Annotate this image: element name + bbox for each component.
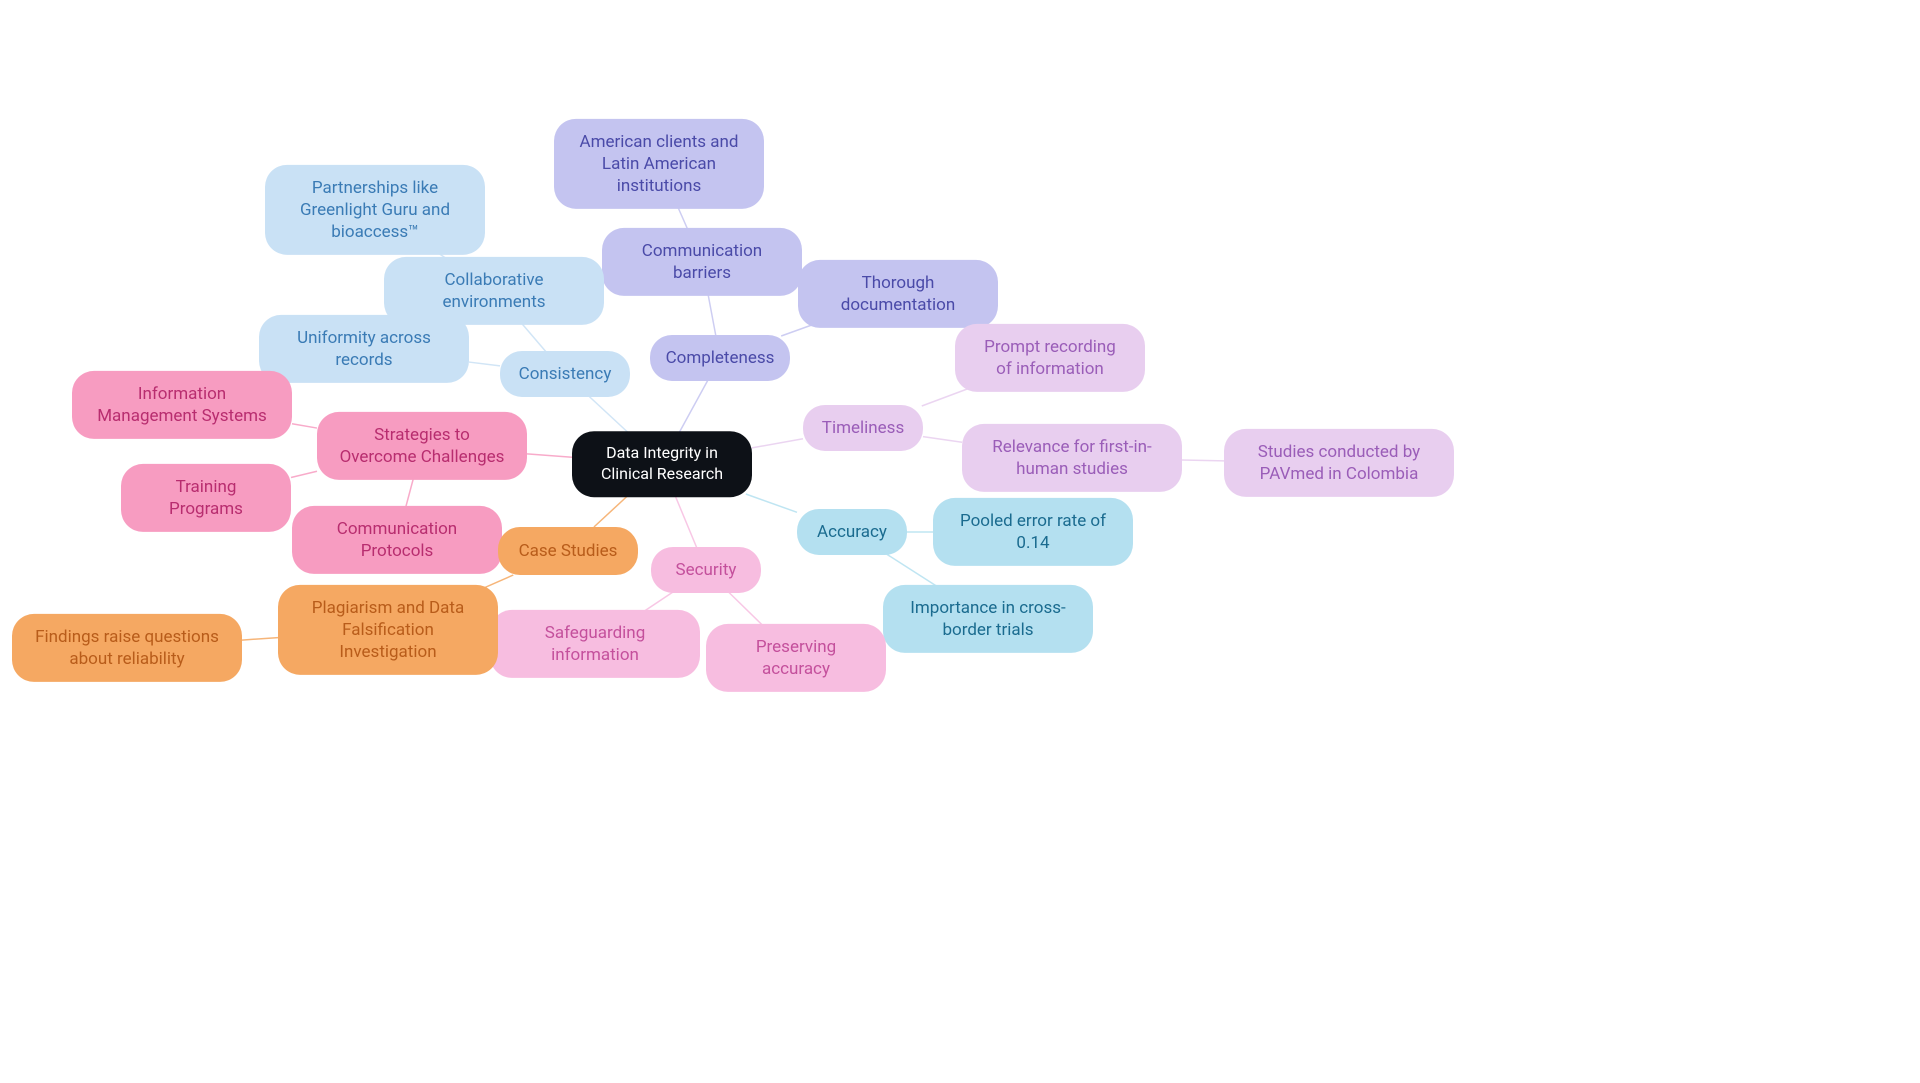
mindmap-node-timeliness: Timeliness: [803, 405, 923, 451]
mindmap-node-cases: Case Studies: [498, 527, 638, 575]
edge: [469, 362, 500, 366]
mindmap-node-strat_comm: Communication Protocols: [292, 506, 502, 574]
node-label: Pooled error rate of 0.14: [953, 510, 1113, 554]
node-label: Timeliness: [822, 417, 904, 439]
node-label: Studies conducted by PAVmed in Colombia: [1244, 441, 1434, 485]
edge: [674, 494, 696, 548]
node-label: Collaborative environments: [404, 269, 584, 313]
node-label: Training Programs: [141, 476, 271, 520]
mindmap-node-strat_train: Training Programs: [121, 464, 291, 532]
edge: [678, 380, 708, 434]
mindmap-node-comp_comm: Communication barriers: [602, 228, 802, 296]
mindmap-node-strat_info: Information Management Systems: [72, 371, 292, 439]
mindmap-node-accuracy: Accuracy: [797, 509, 907, 555]
edge: [589, 396, 630, 434]
mindmap-node-sec_pres: Preserving accuracy: [706, 624, 886, 692]
edge: [923, 437, 962, 443]
mindmap-node-consistency: Consistency: [500, 351, 630, 397]
node-label: Thorough documentation: [818, 272, 978, 316]
mindmap-node-time_prompt: Prompt recording of information: [955, 324, 1145, 392]
node-label: Relevance for first-in-human studies: [982, 436, 1162, 480]
edge: [292, 424, 317, 428]
node-label: Case Studies: [519, 540, 618, 562]
node-label: Prompt recording of information: [975, 336, 1125, 380]
node-label: Preserving accuracy: [726, 636, 866, 680]
node-label: Security: [676, 559, 737, 581]
edge: [242, 638, 278, 640]
node-label: Information Management Systems: [92, 383, 272, 427]
node-label: Accuracy: [817, 521, 887, 543]
node-label: Plagiarism and Data Falsification Invest…: [298, 597, 478, 663]
mindmap-node-time_pavmed: Studies conducted by PAVmed in Colombia: [1224, 429, 1454, 497]
node-label: Data Integrity in Clinical Research: [592, 443, 732, 485]
node-label: Communication Protocols: [312, 518, 482, 562]
mindmap-node-acc_cross: Importance in cross-border trials: [883, 585, 1093, 653]
node-label: Strategies to Overcome Challenges: [337, 424, 507, 468]
node-label: Completeness: [666, 347, 775, 369]
mindmap-node-cases_find: Findings raise questions about reliabili…: [12, 614, 242, 682]
mindmap-node-cons_unif: Uniformity across records: [259, 315, 469, 383]
mindmap-node-cons_partner: Partnerships like Greenlight Guru and bi…: [265, 165, 485, 255]
edge: [594, 494, 630, 527]
node-label: American clients and Latin American inst…: [574, 131, 744, 197]
node-label: Communication barriers: [622, 240, 782, 284]
edge: [1182, 460, 1224, 461]
mindmap-node-cases_plag: Plagiarism and Data Falsification Invest…: [278, 585, 498, 675]
mindmap-node-security: Security: [651, 547, 761, 593]
mindmap-node-cons_collab: Collaborative environments: [384, 257, 604, 325]
mindmap-node-comp_doc: Thorough documentation: [798, 260, 998, 328]
mindmap-node-time_relev: Relevance for first-in-human studies: [962, 424, 1182, 492]
mindmap-node-completeness: Completeness: [650, 335, 790, 381]
node-label: Consistency: [519, 363, 612, 385]
edge: [746, 494, 797, 512]
node-label: Importance in cross-border trials: [903, 597, 1073, 641]
node-label: Findings raise questions about reliabili…: [32, 626, 222, 670]
node-label: Uniformity across records: [279, 327, 449, 371]
edge: [527, 454, 572, 457]
mindmap-node-comp_clients: American clients and Latin American inst…: [554, 119, 764, 209]
mindmap-node-sec_safe: Safeguarding information: [490, 610, 700, 678]
node-label: Partnerships like Greenlight Guru and bi…: [285, 177, 465, 243]
mindmap-node-strategies: Strategies to Overcome Challenges: [317, 412, 527, 480]
edge: [291, 471, 317, 477]
mindmap-node-root: Data Integrity in Clinical Research: [572, 431, 752, 497]
edge: [752, 439, 803, 448]
node-label: Safeguarding information: [510, 622, 680, 666]
mindmap-node-acc_err: Pooled error rate of 0.14: [933, 498, 1133, 566]
